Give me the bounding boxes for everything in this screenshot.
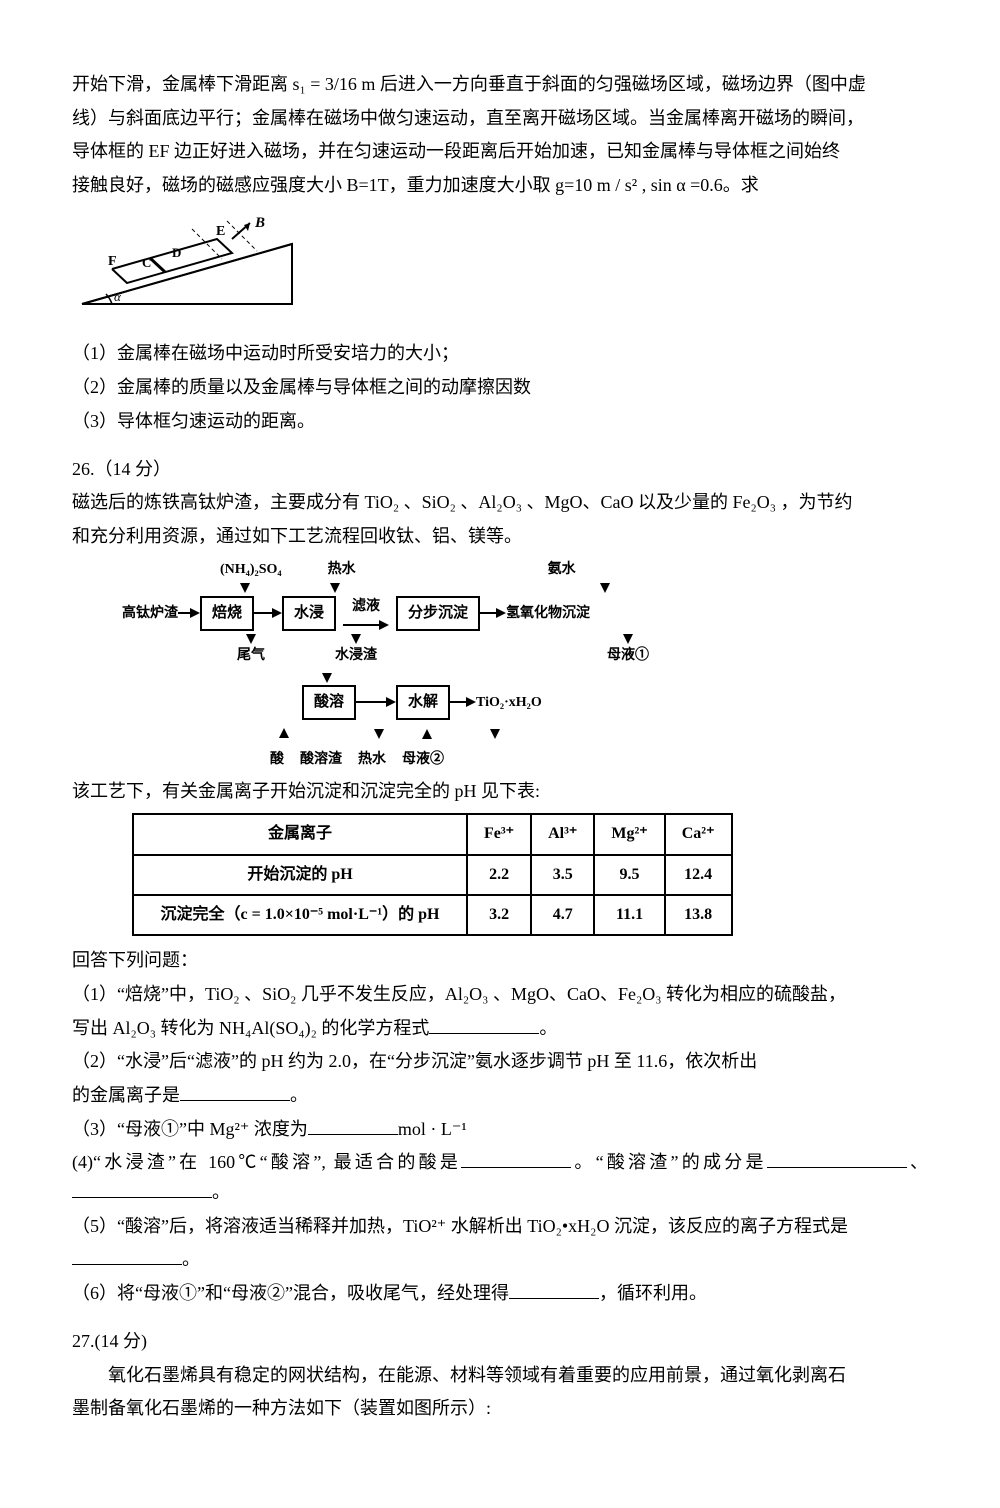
flow-label-residue: 水浸渣 xyxy=(335,644,377,667)
th-ion: 金属离子 xyxy=(133,814,467,854)
flow-label-tailgas: 尾气 xyxy=(237,644,265,667)
flow-label-hotwater1: 热水 xyxy=(328,558,356,581)
q26-p1b: 和充分利用资源，通过如下工艺流程回收钛、铝、镁等。 xyxy=(72,522,928,552)
cell: 9.5 xyxy=(594,855,664,895)
arrow-right-icon xyxy=(386,697,396,707)
flow-label-acid-in: 酸 xyxy=(270,748,284,771)
ans5-blank: 。 xyxy=(72,1245,928,1275)
q25-intro-l2: 线）与斜面底边平行；金属棒在磁场中做匀速运动，直至离开磁场区域。当金属棒离开磁场… xyxy=(72,104,928,134)
arrow-right-icon xyxy=(379,620,389,630)
arrow-right-icon xyxy=(496,608,506,618)
q26-table-caption: 该工艺下，有关金属离子开始沉淀和沉淀完全的 pH 见下表: xyxy=(72,777,928,807)
cell: 3.5 xyxy=(531,855,594,895)
arrow-down-icon xyxy=(490,729,500,739)
q26-p1a: 磁选后的炼铁高钛炉渣，主要成分有 TiO₂ 、SiO₂ 、Al₂O₃ 、MgO、… xyxy=(72,488,928,518)
arrow-down-icon xyxy=(240,583,250,593)
arrow-down-icon xyxy=(600,583,610,593)
arrow-down-icon xyxy=(623,634,633,644)
q27-header: 27.(14 分) xyxy=(72,1327,928,1357)
cell: 13.8 xyxy=(665,895,732,935)
cell: 2.2 xyxy=(467,855,531,895)
th-fe: Fe³⁺ xyxy=(467,814,531,854)
ans2-line2: 的金属离子是。 xyxy=(72,1081,928,1111)
row2-label: 沉淀完全（c = 1.0×10⁻⁵ mol·L⁻¹）的 pH xyxy=(133,895,467,935)
q25-sub1: （1）金属棒在磁场中运动时所受安培力的大小； xyxy=(72,339,928,369)
q27-p2: 墨制备氧化石墨烯的一种方法如下（装置如图所示）: xyxy=(72,1394,928,1424)
exam-page: 开始下滑，金属棒下滑距离 s₁ = 3/16 m 后进入一方向垂直于斜面的匀强磁… xyxy=(0,0,1000,1508)
blank-field xyxy=(509,1280,599,1299)
flow-box-roast: 焙烧 xyxy=(200,596,254,631)
process-flowchart: (NH₄)₂SO₄ 热水 氨水 高钛炉渣 焙烧 水浸 滤液 分步沉淀 氢氧化物沉… xyxy=(122,558,928,772)
blank-field xyxy=(461,1149,571,1168)
ans2-line1: （2）“水浸”后“滤液”的 pH 约为 2.0，在“分步沉淀”氨水逐步调节 pH… xyxy=(72,1047,928,1077)
arrow-right-icon xyxy=(190,608,200,618)
flow-input: 高钛炉渣 xyxy=(122,602,178,625)
arrow-down-icon xyxy=(279,728,289,738)
q25-intro-l1: 开始下滑，金属棒下滑距离 s₁ = 3/16 m 后进入一方向垂直于斜面的匀强磁… xyxy=(72,70,928,100)
flow-out-tio2: TiO₂·xH₂O xyxy=(476,691,542,714)
cell: 11.1 xyxy=(594,895,664,935)
flow-label-mother1: 母液① xyxy=(607,644,649,667)
arrow-right-icon xyxy=(466,697,476,707)
q27-p1: 氧化石墨烯具有稳定的网状结构，在能源、材料等领域有着重要的应用前景，通过氧化剥离… xyxy=(72,1361,928,1391)
flow-label-acidres: 酸溶渣 xyxy=(300,748,342,771)
q25-intro-l4: 接触良好，磁场的磁感应强度大小 B=1T，重力加速度大小取 g=10 m / s… xyxy=(72,171,928,201)
ans4: (4)“水浸渣”在 160℃“酸溶”, 最适合的酸是。“酸溶渣”的成分是、。 xyxy=(72,1148,928,1207)
arrow-down-icon xyxy=(374,729,384,739)
ans6: （6）将“母液①”和“母液②”混合，吸收尾气，经处理得，循环利用。 xyxy=(72,1279,928,1309)
ans3: （3）“母液①”中 Mg²⁺ 浓度为mol · L⁻¹ xyxy=(72,1115,928,1145)
blank-field xyxy=(72,1246,182,1265)
q25-sub3: （3）导体框匀速运动的距离。 xyxy=(72,407,928,437)
flow-label-nh4so4: (NH₄)₂SO₄ xyxy=(220,558,282,581)
arrow-down-icon xyxy=(351,634,361,644)
cell: 4.7 xyxy=(531,895,594,935)
flow-box-precip: 分步沉淀 xyxy=(396,596,480,631)
ans5: （5）“酸溶”后，将溶液适当稀释并加热，TiO²⁺ 水解析出 TiO₂•xH₂O… xyxy=(72,1212,928,1242)
svg-text:C: C xyxy=(142,255,151,270)
ans1-line2: 写出 Al₂O₃ 转化为 NH₄Al(SO₄)₂ 的化学方程式。 xyxy=(72,1014,928,1044)
svg-text:B: B xyxy=(254,215,265,231)
arrow-down-icon xyxy=(330,583,340,593)
th-ca: Ca²⁺ xyxy=(665,814,732,854)
flow-label-hotwater2: 热水 xyxy=(358,748,386,771)
ans1-line1: （1）“焙烧”中，TiO₂ 、SiO₂ 几乎不发生反应，Al₂O₃ 、MgO、C… xyxy=(72,980,928,1010)
svg-text:D: D xyxy=(172,245,181,260)
q26-header: 26.（14 分） xyxy=(72,455,928,485)
blank-field xyxy=(767,1149,907,1168)
svg-text:α: α xyxy=(114,289,122,304)
flow-box-acid: 酸溶 xyxy=(302,685,356,720)
arrow-down-icon xyxy=(246,634,256,644)
cell: 3.2 xyxy=(467,895,531,935)
th-mg: Mg²⁺ xyxy=(594,814,664,854)
flow-label-mother2: 母液② xyxy=(402,748,444,771)
flow-box-hydrolysis: 水解 xyxy=(396,685,450,720)
cell: 12.4 xyxy=(665,855,732,895)
ph-table: 金属离子 Fe³⁺ Al³⁺ Mg²⁺ Ca²⁺ 开始沉淀的 pH 2.2 3.… xyxy=(132,813,733,936)
arrow-down-icon xyxy=(322,673,332,683)
flow-box-leach: 水浸 xyxy=(282,596,336,631)
q25-sub2: （2）金属棒的质量以及金属棒与导体框之间的动摩擦因数 xyxy=(72,373,928,403)
svg-text:F: F xyxy=(108,254,117,269)
inclined-plane-figure: F E C D B α xyxy=(72,209,928,334)
blank-field xyxy=(72,1179,212,1198)
flow-label-ammonia: 氨水 xyxy=(548,558,576,581)
blank-field xyxy=(429,1015,539,1034)
th-al: Al³⁺ xyxy=(531,814,594,854)
arrow-down-icon xyxy=(422,729,432,739)
q25-intro-l3: 导体框的 EF 边正好进入磁场，并在匀速运动一段距离后开始加速，已知金属棒与导体… xyxy=(72,137,928,167)
flow-out-hydroxide: 氢氧化物沉淀 xyxy=(506,602,590,625)
answer-lead: 回答下列问题： xyxy=(72,946,928,976)
blank-field xyxy=(180,1082,290,1101)
svg-text:E: E xyxy=(216,224,225,239)
arrow-right-icon xyxy=(272,608,282,618)
flow-label-filtrate: 滤液 xyxy=(352,595,380,618)
blank-field xyxy=(308,1116,398,1135)
row1-label: 开始沉淀的 pH xyxy=(133,855,467,895)
